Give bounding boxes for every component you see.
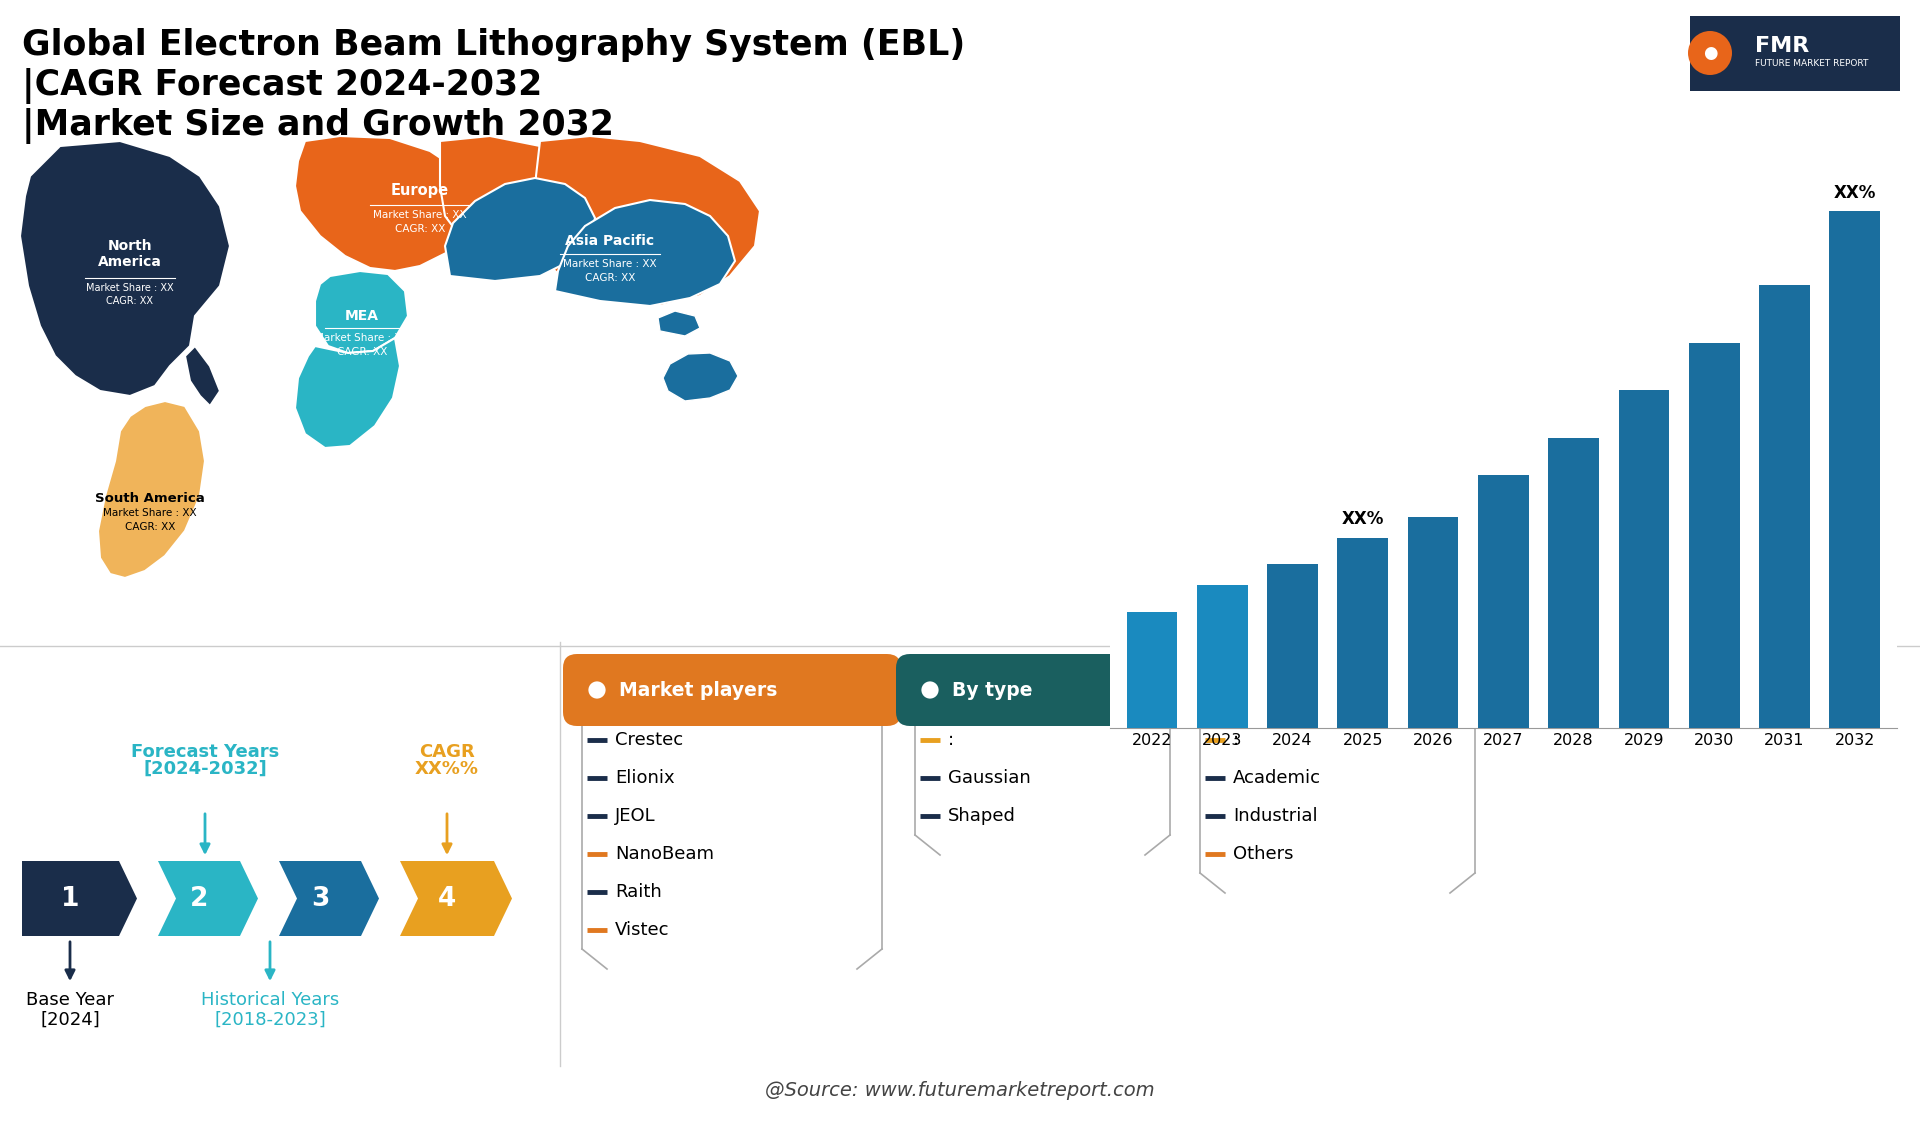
Bar <box>1196 586 1248 728</box>
Text: |CAGR Forecast 2024-2032: |CAGR Forecast 2024-2032 <box>21 68 541 104</box>
Bar <box>1690 343 1740 728</box>
Polygon shape <box>19 141 230 397</box>
Text: [2018-2023]: [2018-2023] <box>215 1011 326 1029</box>
Text: NanoBeam: NanoBeam <box>614 845 714 863</box>
Text: 2: 2 <box>190 886 207 911</box>
Polygon shape <box>662 353 737 401</box>
Text: North
America: North America <box>98 238 161 269</box>
Text: Market Share : XX: Market Share : XX <box>563 259 657 269</box>
Text: Raith: Raith <box>614 884 662 901</box>
Text: CAGR: XX: CAGR: XX <box>336 347 388 358</box>
Text: 4: 4 <box>438 886 457 911</box>
Circle shape <box>1206 680 1225 700</box>
Text: Asia Pacific: Asia Pacific <box>564 234 655 248</box>
FancyBboxPatch shape <box>1181 654 1494 727</box>
Text: XX%%: XX%% <box>415 760 478 778</box>
Text: Europe: Europe <box>392 183 449 198</box>
Text: XX%: XX% <box>1834 183 1876 202</box>
Text: Academic: Academic <box>1233 769 1321 787</box>
Text: Market Share : XX: Market Share : XX <box>372 210 467 220</box>
Text: :: : <box>1233 731 1238 749</box>
Bar <box>1548 438 1599 728</box>
Bar <box>1127 612 1177 728</box>
Circle shape <box>1688 31 1732 74</box>
Text: :: : <box>948 731 954 749</box>
Bar <box>1830 211 1880 728</box>
Text: FMR: FMR <box>1755 36 1809 56</box>
Polygon shape <box>440 136 570 241</box>
Polygon shape <box>296 338 399 448</box>
Text: Global Electron Beam Lithography System (EBL): Global Electron Beam Lithography System … <box>21 28 966 62</box>
Text: By type: By type <box>952 681 1033 699</box>
Circle shape <box>588 680 607 700</box>
Polygon shape <box>157 861 257 936</box>
Polygon shape <box>315 270 407 353</box>
Bar <box>1759 285 1811 728</box>
Polygon shape <box>184 346 221 406</box>
Polygon shape <box>296 136 474 270</box>
Bar <box>1619 391 1668 728</box>
FancyBboxPatch shape <box>897 654 1188 727</box>
Text: Industrial: Industrial <box>1233 807 1317 825</box>
Text: Shaped: Shaped <box>948 807 1016 825</box>
Text: 1: 1 <box>61 886 81 911</box>
Text: ●: ● <box>1703 44 1716 62</box>
Text: CAGR: XX: CAGR: XX <box>106 296 154 306</box>
Text: JEOL: JEOL <box>614 807 655 825</box>
Text: 3: 3 <box>311 886 328 911</box>
Text: Crestec: Crestec <box>614 731 684 749</box>
Text: Others: Others <box>1233 845 1294 863</box>
Polygon shape <box>278 861 378 936</box>
Text: Forecast Years: Forecast Years <box>131 743 278 761</box>
Text: Historical Years: Historical Years <box>202 991 340 1008</box>
Text: [2024-2032]: [2024-2032] <box>144 760 267 778</box>
Bar <box>1407 517 1459 728</box>
FancyBboxPatch shape <box>1690 16 1901 91</box>
Bar <box>1338 537 1388 728</box>
Text: Elionix: Elionix <box>614 769 674 787</box>
Text: |Market Size and Growth 2032: |Market Size and Growth 2032 <box>21 108 614 144</box>
Polygon shape <box>399 861 513 936</box>
Polygon shape <box>555 201 735 306</box>
Text: Market Share : XX: Market Share : XX <box>104 508 198 518</box>
Text: CAGR: XX: CAGR: XX <box>125 521 175 532</box>
Text: By application: By application <box>1236 681 1388 699</box>
FancyBboxPatch shape <box>563 654 900 727</box>
Polygon shape <box>445 178 595 281</box>
Text: Market Share : XX: Market Share : XX <box>315 333 409 343</box>
Text: [2024]: [2024] <box>40 1011 100 1029</box>
Text: Market players: Market players <box>618 681 778 699</box>
Text: CAGR: XX: CAGR: XX <box>586 273 636 283</box>
Text: FUTURE MARKET REPORT: FUTURE MARKET REPORT <box>1755 60 1868 69</box>
Text: Bln or Mln: Bln or Mln <box>1119 231 1279 259</box>
Polygon shape <box>536 136 760 306</box>
Text: CAGR: XX: CAGR: XX <box>396 223 445 234</box>
Bar <box>1478 474 1528 728</box>
Polygon shape <box>659 311 701 336</box>
Text: Gaussian: Gaussian <box>948 769 1031 787</box>
Text: Vistec: Vistec <box>614 921 670 939</box>
Circle shape <box>920 680 941 700</box>
Text: @Source: www.futuremarketreport.com: @Source: www.futuremarketreport.com <box>766 1082 1154 1100</box>
Text: Market Share : XX: Market Share : XX <box>86 283 175 293</box>
Polygon shape <box>21 861 136 936</box>
Text: South America: South America <box>96 492 205 504</box>
Text: Electron Beam Lithography System (EBL): Electron Beam Lithography System (EBL) <box>1119 131 1668 155</box>
Bar <box>1267 564 1317 728</box>
Text: Base Year: Base Year <box>27 991 113 1008</box>
Polygon shape <box>98 401 205 578</box>
Text: Market Size Growth In: Market Size Growth In <box>1119 186 1469 214</box>
Text: MEA: MEA <box>346 309 378 323</box>
Text: XX%: XX% <box>1342 510 1384 528</box>
Text: CAGR: CAGR <box>419 743 474 761</box>
